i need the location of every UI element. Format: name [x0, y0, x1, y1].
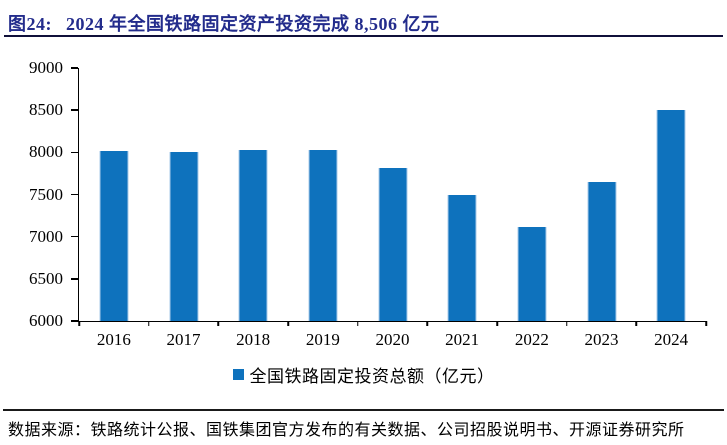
y-axis-tick-mark: [70, 320, 78, 322]
y-axis-tick-label: 9000: [29, 58, 63, 77]
x-axis-label: 2022: [514, 330, 549, 349]
y-axis-tick-mark: [70, 193, 78, 196]
y-axis-tick-label: 8000: [29, 142, 63, 162]
x-axis-tick-mark: [147, 321, 150, 326]
plot-area: 6000 6500 7000 7500 8000 8500 9000 2016 2017 2018…: [29, 59, 707, 349]
figure-title: 图24: 2024 年全国铁路固定资产投资完成 8,506 亿元: [8, 10, 440, 36]
x-axis-tick-mark: [565, 321, 568, 326]
legend-swatch-icon: [232, 368, 244, 380]
x-axis-label: 2024: [654, 330, 689, 349]
y-axis-tick-label: 7500: [29, 184, 63, 204]
x-axis-tick-mark: [287, 321, 289, 326]
bar: [378, 167, 407, 321]
x-axis-tick-mark: [356, 321, 359, 326]
bar: [517, 227, 547, 321]
y-axis-tick-mark: [70, 151, 78, 154]
y-axis-tick-label: 6000: [29, 311, 63, 330]
y-axis-tick-mark: [70, 278, 78, 280]
y-axis-tick-mark: [70, 235, 78, 238]
x-axis-tick-mark: [496, 321, 498, 326]
x-axis-label: 2017: [166, 330, 201, 349]
legend: 全国铁路固定投资总额（亿元）: [0, 364, 727, 386]
figure-label: 图24:: [8, 14, 52, 34]
source-divider: [3, 409, 724, 411]
bar: [447, 195, 477, 321]
y-axis-tick-label: 6500: [29, 268, 63, 288]
x-axis-tick-mark: [705, 321, 707, 326]
source-text: 数据来源：铁路统计公报、国铁集团官方发布的有关数据、公司招股说明书、开源证券研究…: [8, 422, 685, 439]
x-axis-label: 2019: [305, 330, 340, 349]
bar: [169, 151, 198, 321]
y-axis-tick-mark: [70, 109, 78, 111]
bar: [587, 182, 616, 321]
x-axis-tick-mark: [217, 321, 220, 326]
x-axis-tick-mark: [78, 321, 80, 326]
x-axis-label: 2023: [584, 330, 619, 349]
x-axis-label: 2021: [445, 330, 480, 349]
bar: [656, 109, 686, 321]
legend-label: 全国铁路固定投资总额（亿元）: [249, 366, 495, 386]
bar: [308, 149, 338, 321]
x-axis-label: 2020: [375, 330, 410, 349]
title-underline: [4, 35, 723, 37]
bar: [99, 151, 129, 321]
x-axis-label: 2018: [236, 330, 271, 349]
y-axis-tick-mark: [70, 67, 78, 69]
x-axis-label: 2016: [96, 330, 131, 349]
y-axis-tick-label: 8500: [29, 100, 63, 120]
y-axis-tick-label: 7000: [29, 226, 63, 246]
figure-title-text: 2024 年全国铁路固定资产投资完成 8,506 亿元: [66, 14, 440, 34]
bar: [238, 149, 268, 321]
x-axis-tick-mark: [426, 321, 429, 326]
x-axis-tick-mark: [635, 321, 638, 326]
